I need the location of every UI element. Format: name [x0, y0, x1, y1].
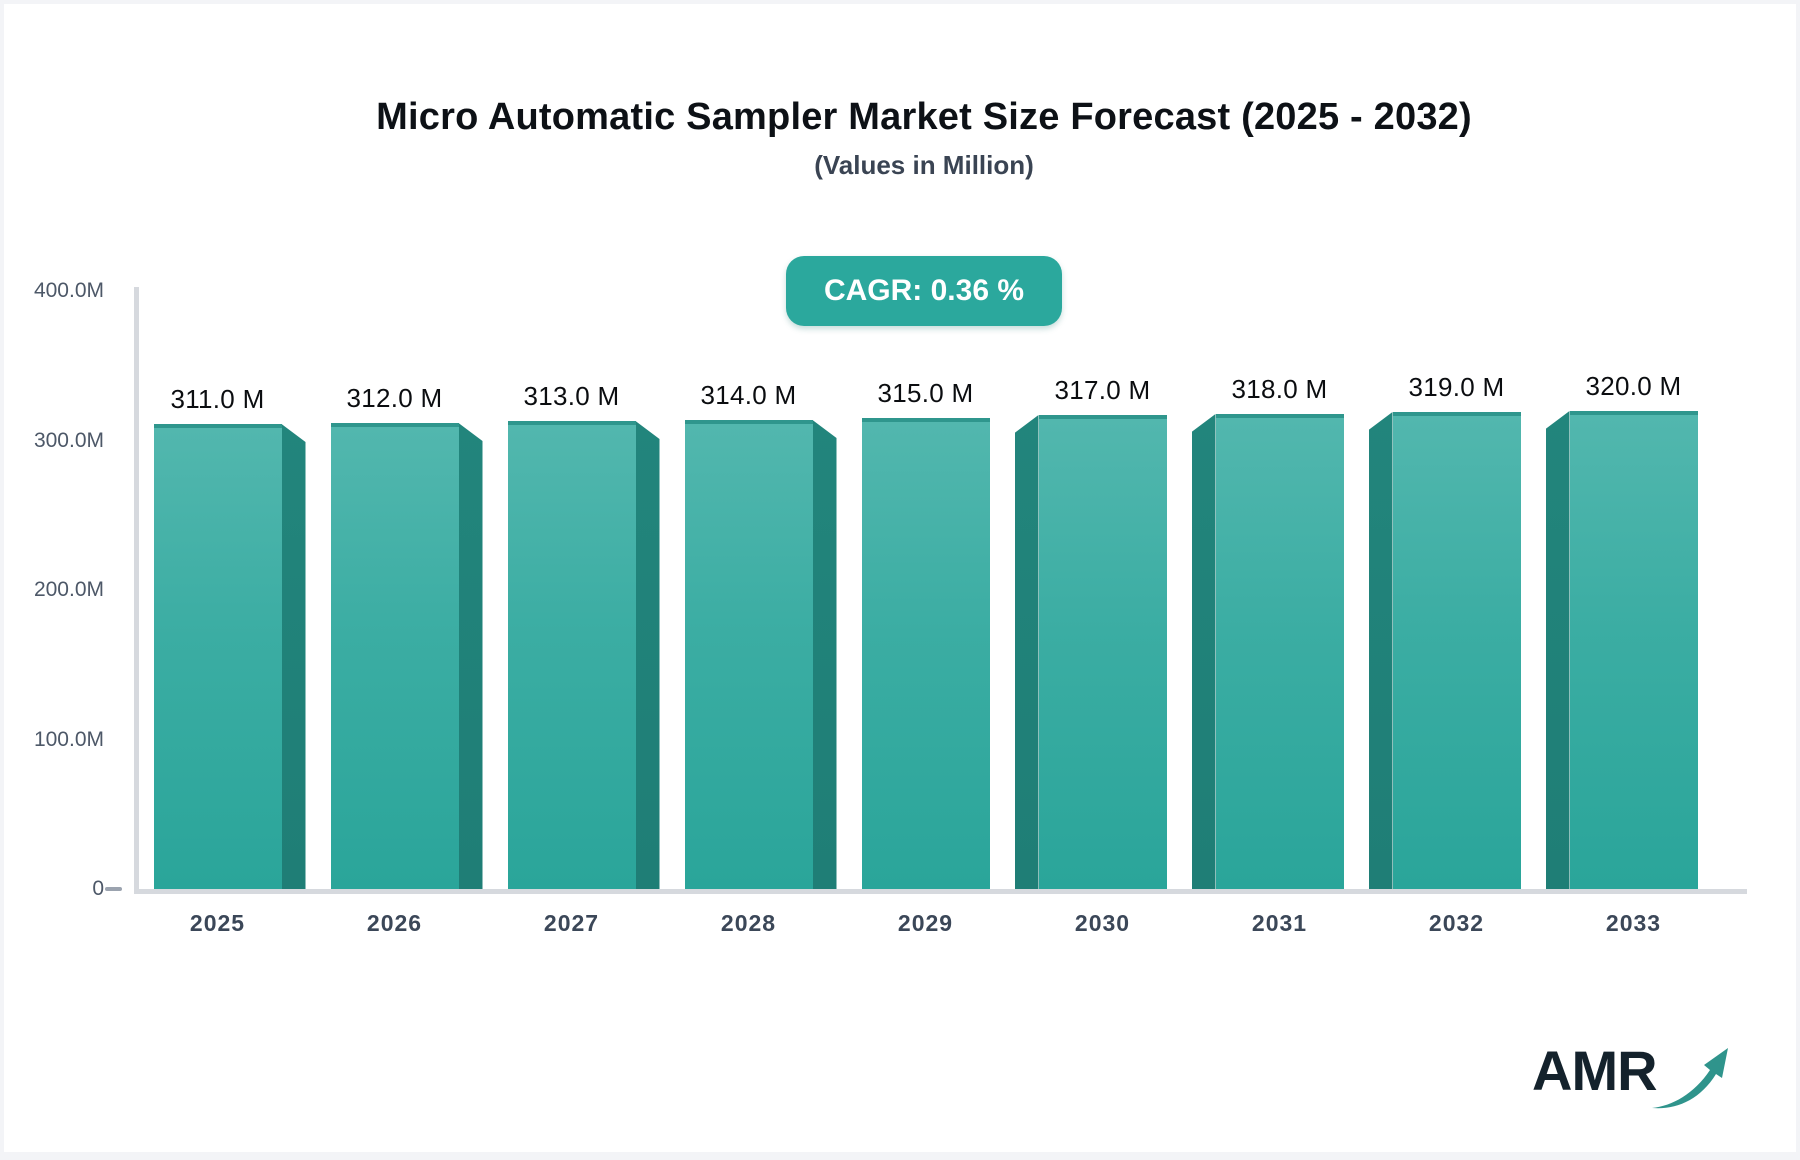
- chart-subtitle: (Values in Million): [814, 150, 1034, 180]
- bar-3d-side: [812, 420, 837, 889]
- x-axis-tick-label: 2033: [1605, 910, 1662, 936]
- bar: [1215, 414, 1344, 889]
- bar: [1392, 412, 1521, 889]
- y-axis-tick-label: 100.0M: [33, 727, 104, 751]
- bar-3d-side: [281, 424, 306, 889]
- x-axis-tick-label: 2031: [1251, 910, 1308, 936]
- zero-tick-mark: [105, 887, 122, 891]
- brand-logo: AMR: [1532, 1030, 1732, 1120]
- x-axis-tick-label: 2030: [1074, 910, 1131, 936]
- growth-arrow-icon: [1652, 1048, 1728, 1109]
- bar-value-label: 315.0 M: [877, 378, 974, 408]
- y-axis-tick-label: 400.0M: [33, 279, 104, 302]
- brand-logo-text: AMR: [1532, 1039, 1658, 1102]
- bar: [1569, 411, 1698, 889]
- bar-value-label: 314.0 M: [700, 380, 797, 410]
- chart-card: Micro Automatic Sampler Market Size Fore…: [4, 4, 1796, 1152]
- bar-3d-side: [1545, 411, 1570, 889]
- bar: [1038, 415, 1167, 889]
- x-axis-baseline: [134, 889, 1747, 894]
- cagr-badge: CAGR: 0.36 %: [786, 256, 1062, 326]
- bar-value-label: 320.0 M: [1585, 371, 1682, 401]
- bar-value-label: 318.0 M: [1231, 374, 1328, 404]
- bar-value-label: 319.0 M: [1408, 372, 1505, 402]
- bar-value-label: 313.0 M: [523, 381, 620, 411]
- chart-title: Micro Automatic Sampler Market Size Fore…: [376, 96, 1472, 138]
- y-axis-line: [134, 287, 139, 894]
- bar-3d-side: [635, 421, 660, 889]
- y-axis-tick-label: 300.0M: [33, 428, 104, 452]
- bar-value-label: 312.0 M: [346, 383, 443, 413]
- y-axis-tick-label: 200.0M: [33, 578, 104, 601]
- bar-value-label: 311.0 M: [170, 384, 265, 414]
- bar: [684, 420, 813, 889]
- x-axis-tick-label: 2028: [720, 910, 777, 936]
- bar: [861, 418, 990, 889]
- y-axis-tick-label: 0: [92, 877, 104, 900]
- bar-3d-side: [458, 423, 483, 889]
- bar: [507, 421, 636, 889]
- bar-3d-side: [1368, 412, 1393, 889]
- bar-3d-side: [1191, 414, 1216, 889]
- bar-3d-side: [1014, 415, 1039, 889]
- chart-area: 0 100.0M 200.0M 300.0M 400.0M 311.0 M 312.0 M…: [4, 4, 1800, 1160]
- x-axis-tick-label: 2029: [897, 910, 954, 936]
- x-axis-tick-label: 2027: [543, 910, 600, 936]
- bar: [330, 423, 459, 889]
- x-axis-tick-label: 2025: [189, 910, 246, 936]
- x-axis-tick-label: 2032: [1428, 910, 1485, 936]
- bar-value-label: 317.0 M: [1054, 375, 1151, 405]
- x-axis-tick-label: 2026: [366, 910, 423, 936]
- bar: [153, 424, 282, 889]
